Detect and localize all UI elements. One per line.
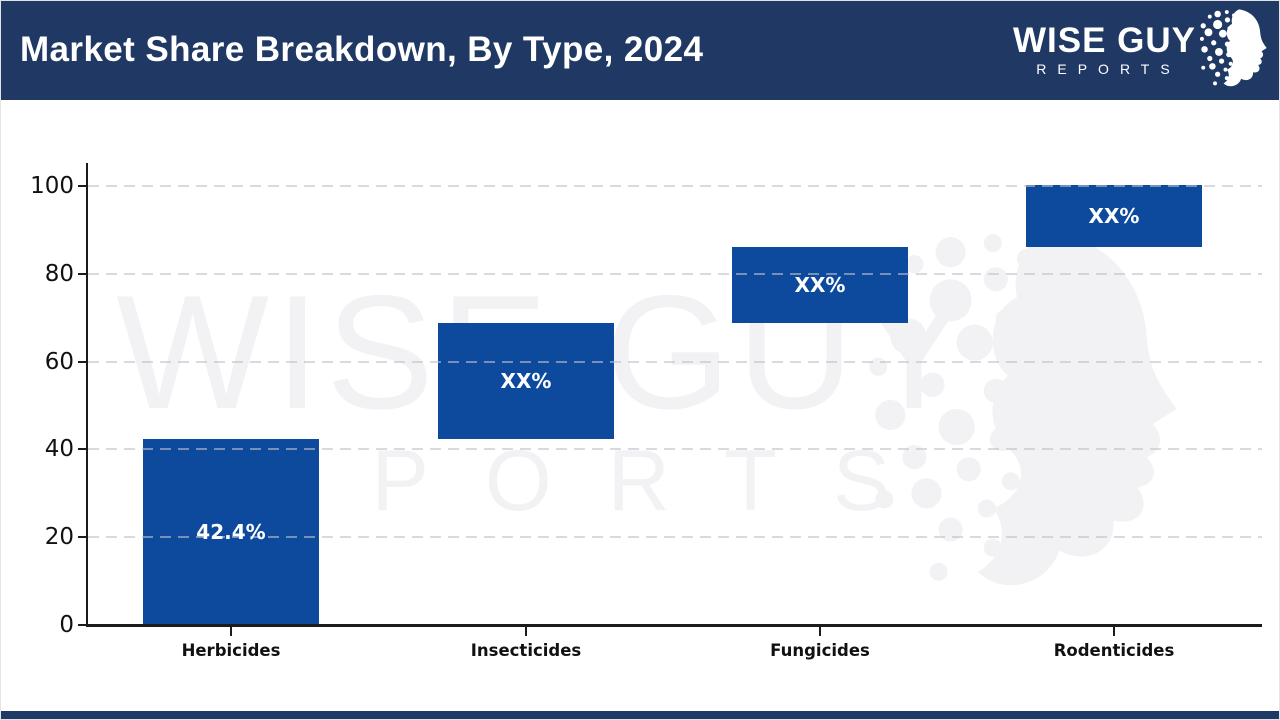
y-tick-mark-0 <box>78 624 88 626</box>
gridline-20 <box>88 536 1262 539</box>
brand-name: WISE GUY <box>1012 21 1196 60</box>
x-tick-label-fungicides: Fungicides <box>770 641 870 660</box>
gridline-60 <box>88 360 1262 363</box>
brand-reports-text: REPORTS <box>1036 61 1181 77</box>
bar-herbicides <box>143 438 319 625</box>
gridline-100 <box>88 185 1262 187</box>
y-tick-label-100: 100 <box>30 173 74 199</box>
y-tick-label-40: 40 <box>44 436 74 463</box>
brand-wordmark: WISE GUY REPORTS <box>1013 23 1196 77</box>
gridline-40 <box>88 448 1262 451</box>
x-tick-label-insecticides: Insecticides <box>470 641 582 660</box>
y-tick-mark-20 <box>78 536 88 539</box>
y-tick-mark-40 <box>78 448 88 451</box>
page-title: Market Share Breakdown, By Type, 2024 <box>20 30 704 69</box>
y-tick-label-20: 20 <box>44 524 74 551</box>
x-tick-label-herbicides: Herbicides <box>181 641 281 660</box>
brand-logo: WISE GUY REPORTS <box>1013 5 1270 95</box>
y-tick-label-0: 0 <box>59 612 74 638</box>
bar-value-label-4: XX% <box>1088 204 1140 229</box>
y-tick-mark-60 <box>78 360 88 363</box>
x-tick-mark-3 <box>819 627 821 636</box>
bar-value-label-1: 42.4% <box>196 519 266 544</box>
footer-bar <box>0 711 1280 720</box>
x-tick-label-rodenticides: Rodenticides <box>1053 641 1175 660</box>
x-tick-mark-2 <box>525 627 527 636</box>
y-axis-line <box>86 163 88 627</box>
bar-value-label-3: XX% <box>794 273 846 298</box>
bar-value-label-2: XX% <box>500 368 552 393</box>
x-axis-line <box>86 624 1262 627</box>
header-bar: Market Share Breakdown, By Type, 2024 WI… <box>0 0 1280 100</box>
brand-head-icon <box>1198 7 1270 93</box>
y-tick-label-80: 80 <box>44 260 74 287</box>
x-tick-mark-1 <box>230 627 232 636</box>
gridline-80 <box>88 272 1262 275</box>
y-tick-mark-80 <box>78 272 88 275</box>
y-tick-mark-100 <box>78 185 88 187</box>
y-tick-label-60: 60 <box>44 348 74 375</box>
x-tick-mark-4 <box>1113 627 1115 636</box>
bar-insecticides <box>438 322 614 439</box>
